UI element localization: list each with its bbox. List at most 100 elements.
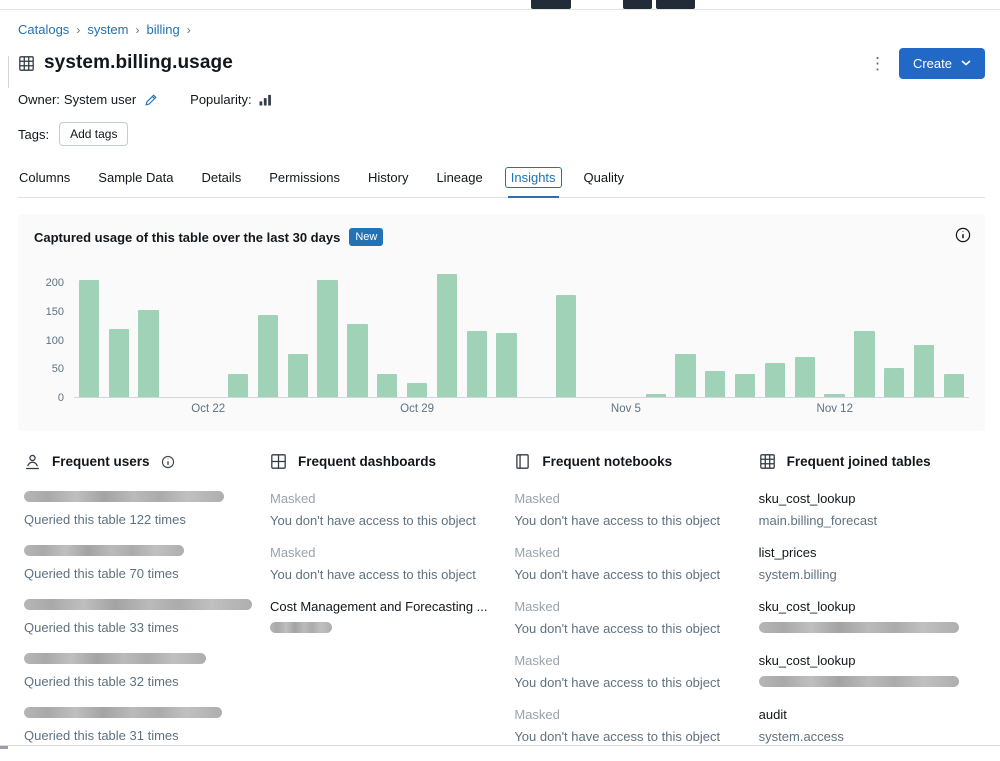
y-axis-tick-label: 0 <box>57 392 64 404</box>
popularity-bars-icon <box>259 94 272 106</box>
list-item: Masked You don't have access to this obje… <box>514 707 740 744</box>
item-subtitle: You don't have access to this object <box>270 567 476 582</box>
bottom-divider <box>0 745 1000 746</box>
tab-sample-data[interactable]: Sample Data <box>97 162 174 197</box>
tab-columns[interactable]: Columns <box>18 162 71 197</box>
breadcrumb-link-catalogs[interactable]: Catalogs <box>18 22 70 37</box>
chart-bar <box>436 273 457 397</box>
table-icon <box>759 453 776 470</box>
breadcrumb-link-billing[interactable]: billing <box>146 22 180 37</box>
tab-lineage[interactable]: Lineage <box>435 162 483 197</box>
y-axis-tick-label: 200 <box>45 277 64 290</box>
info-icon[interactable] <box>161 455 175 469</box>
meta-row: Owner: System user Popularity: <box>18 92 985 107</box>
panel-header-frequent-joined-tables: Frequent joined tables <box>759 453 985 470</box>
panel-frequent-notebooks: Frequent notebooks Masked You don't have a… <box>514 453 740 761</box>
info-icon[interactable] <box>955 227 971 243</box>
tab-label: Columns <box>19 170 71 185</box>
list-item: audit system.access <box>759 707 985 744</box>
owner-label: Owner: <box>18 92 60 107</box>
list-item: Cost Management and Forecasting ... <box>270 599 496 636</box>
item-name-link[interactable]: list_prices <box>758 545 817 560</box>
chart-bar <box>138 309 159 397</box>
title-row: system.billing.usage ⋮ Create <box>18 46 985 80</box>
chart-bar <box>257 315 279 397</box>
masked-name-bar <box>24 545 184 556</box>
item-name-link[interactable]: audit <box>758 707 787 722</box>
chart-bar-slot <box>342 272 372 397</box>
chart-bar-slot <box>402 272 432 397</box>
chart-y-axis: 0 50 100 150 200 <box>34 272 74 404</box>
chart-bar <box>466 331 487 397</box>
chart-bar <box>645 394 666 397</box>
chart-bar <box>705 371 726 397</box>
breadcrumb-separator: › <box>135 22 140 37</box>
create-button-label: Create <box>912 55 952 71</box>
tab-bar: Columns Sample Data Details Permissions Hist… <box>18 162 985 198</box>
chart-bar <box>317 279 338 397</box>
chart-bar <box>794 356 815 397</box>
table-details-page: Catalogs › system › billing › system.billing.… <box>0 10 1000 761</box>
tab-insights[interactable]: Insights <box>504 162 562 198</box>
x-axis-tick-label: Nov 12 <box>816 403 853 415</box>
list-item: sku_cost_lookup main.billing_forecast <box>759 491 985 528</box>
panel-header-frequent-dashboards: Frequent dashboards <box>270 453 496 470</box>
item-subtitle: You don't have access to this object <box>514 675 721 690</box>
chart-card-header: Captured usage of this table over the la… <box>34 227 971 246</box>
panel-title: Frequent users <box>52 454 150 469</box>
masked-subtitle-bar <box>758 676 959 687</box>
corner-fragment <box>0 746 8 749</box>
breadcrumb-link-system[interactable]: system <box>87 22 129 37</box>
list-item: list_prices system.billing <box>759 545 985 582</box>
masked-name-bar <box>24 491 224 502</box>
kebab-menu-button[interactable]: ⋮ <box>863 50 889 76</box>
item-name-link[interactable]: sku_cost_lookup <box>758 599 856 614</box>
masked-name-bar <box>24 599 252 610</box>
panel-frequent-users: Frequent users Queried this table 122 tim… <box>24 453 252 761</box>
chart-title: Captured usage of this table over the la… <box>34 229 341 245</box>
x-axis-tick-label: Oct 22 <box>191 403 226 415</box>
browser-chrome-fragment <box>0 0 1000 10</box>
tab-label: Insights <box>504 167 562 188</box>
chart-bar-slot <box>730 272 760 397</box>
chart-bar <box>78 279 100 397</box>
chart-bar <box>884 368 905 397</box>
tab-history[interactable]: History <box>367 162 409 197</box>
masked-name-bar <box>24 653 206 664</box>
chevron-down-icon <box>961 60 971 66</box>
item-subtitle: system.billing <box>758 567 837 582</box>
tags-label: Tags: <box>18 126 50 142</box>
add-tags-button[interactable]: Add tags <box>59 122 129 146</box>
chart-bar-slot <box>313 272 343 397</box>
item-name-link[interactable]: sku_cost_lookup <box>758 653 856 668</box>
masked-name-bar <box>24 707 222 718</box>
masked-item-name: Masked <box>270 545 316 560</box>
tab-label: Lineage <box>436 170 483 185</box>
tab-label: Quality <box>583 170 625 185</box>
y-axis-tick-label: 50 <box>51 363 64 376</box>
list-item: Masked You don't have access to this obje… <box>270 545 496 582</box>
page-title: system.billing.usage <box>44 52 233 73</box>
chart-x-axis: Oct 22 Oct 29 Nov 5 Nov 12 <box>74 398 969 418</box>
chart-bar-slot <box>163 272 193 397</box>
tab-label: Details <box>201 170 242 185</box>
masked-subtitle-bar <box>758 622 959 633</box>
chart-bar-slot <box>134 272 164 397</box>
create-button[interactable]: Create <box>898 47 985 79</box>
table-icon <box>18 55 35 72</box>
list-item: Queried this table 31 times <box>24 707 252 744</box>
item-subtitle: You don't have access to this object <box>514 567 721 582</box>
tab-permissions[interactable]: Permissions <box>268 162 341 197</box>
tab-details[interactable]: Details <box>200 162 242 197</box>
item-name-link[interactable]: sku_cost_lookup <box>758 491 856 506</box>
item-subtitle: You don't have access to this object <box>270 513 476 528</box>
chart-bar <box>406 382 428 397</box>
tab-label: History <box>368 170 409 185</box>
chart-bar <box>913 345 935 397</box>
tab-quality[interactable]: Quality <box>583 162 625 197</box>
edit-owner-pencil-icon[interactable] <box>144 93 158 107</box>
popularity-label: Popularity: <box>190 92 252 107</box>
chart-bar-slot <box>492 272 522 397</box>
item-name-link[interactable]: Cost Management and Forecasting ... <box>270 599 488 614</box>
dashboard-icon <box>270 453 287 470</box>
